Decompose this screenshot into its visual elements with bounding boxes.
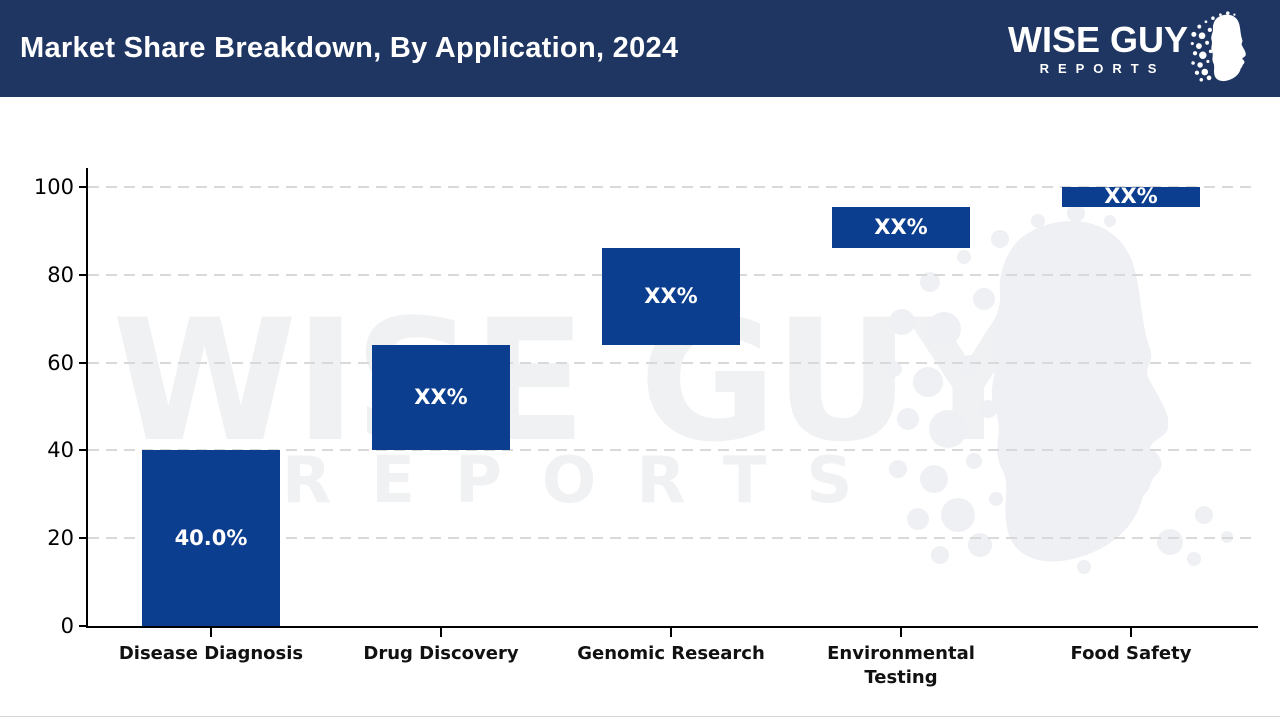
header-bar: Market Share Breakdown, By Application, … bbox=[0, 0, 1280, 97]
x-tick-label: Genomic Research bbox=[577, 643, 765, 664]
watermark-wordmark: WISE GUY bbox=[112, 283, 1029, 479]
bar-value-label: XX% bbox=[414, 385, 468, 410]
y-tick-label: 40 bbox=[47, 438, 74, 463]
y-tick-mark bbox=[79, 449, 88, 452]
y-axis-line bbox=[86, 168, 88, 628]
logo-text-line2: REPORTS bbox=[1039, 61, 1166, 76]
brand-wordmark: WISE GUY REPORTS bbox=[1007, 19, 1188, 76]
bar-value-label: XX% bbox=[874, 215, 928, 240]
y-tick-mark bbox=[79, 273, 88, 276]
bar-segment: XX% bbox=[832, 206, 970, 249]
watermark-subtext: REPORTS bbox=[282, 444, 893, 518]
y-tick-label: 80 bbox=[47, 262, 74, 287]
watermark-face-icon bbox=[886, 204, 1233, 574]
y-tick-mark bbox=[79, 625, 88, 627]
x-tick-mark bbox=[670, 628, 672, 637]
bar-segment: XX% bbox=[1062, 184, 1200, 209]
y-tick-mark bbox=[79, 537, 88, 540]
y-tick-label: 20 bbox=[47, 526, 74, 551]
chart-title: Market Share Breakdown, By Application, … bbox=[20, 32, 679, 64]
x-tick-mark bbox=[1130, 628, 1132, 637]
bar-segment: 40.0% bbox=[142, 450, 280, 626]
gridline bbox=[88, 537, 1258, 540]
x-axis-line bbox=[86, 626, 1258, 628]
x-tick-mark bbox=[440, 628, 442, 637]
y-tick-mark bbox=[79, 361, 88, 364]
x-tick-mark bbox=[900, 628, 902, 637]
bottom-divider bbox=[0, 716, 1280, 717]
x-tick-label: Environmental Testing bbox=[827, 643, 975, 689]
bar-segment: XX% bbox=[372, 345, 510, 451]
bar-segment: XX% bbox=[602, 248, 740, 346]
x-tick-label: Food Safety bbox=[1070, 643, 1192, 664]
logo-text-line1: WISE GUY bbox=[1007, 19, 1188, 60]
bar-value-label: 40.0% bbox=[174, 525, 248, 550]
gridline bbox=[88, 361, 1258, 364]
y-tick-label: 0 bbox=[60, 614, 74, 638]
bar-value-label: XX% bbox=[644, 284, 698, 309]
x-tick-mark bbox=[210, 628, 212, 637]
y-tick-label: 60 bbox=[47, 350, 74, 375]
brand-logo: WISE GUY REPORTS bbox=[1008, 8, 1280, 90]
x-tick-label: Drug Discovery bbox=[363, 643, 519, 664]
x-tick-label: Disease Diagnosis bbox=[118, 643, 304, 664]
logo-face-icon bbox=[1190, 10, 1246, 82]
bar-value-label: XX% bbox=[1104, 184, 1158, 209]
y-tick-mark bbox=[79, 186, 88, 188]
chart-area: WISE GUY REPORTS 0 20 40 60 80 100 40.0% Diseas… bbox=[0, 97, 1280, 716]
y-tick-label: 100 bbox=[33, 175, 74, 199]
gridline bbox=[88, 449, 1258, 452]
gridline bbox=[88, 186, 1258, 188]
